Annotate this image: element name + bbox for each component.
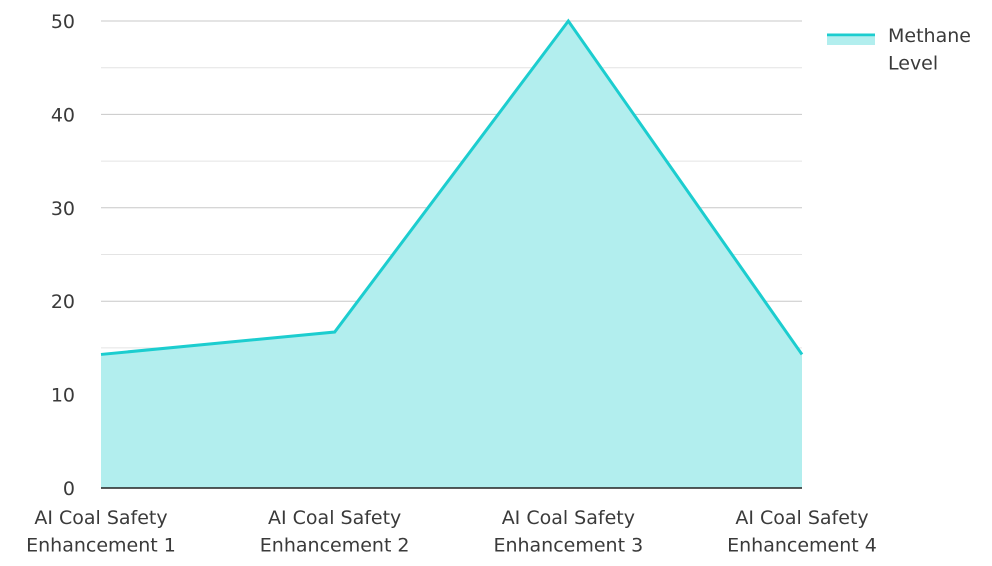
- x-tick-label: AI Coal Safety Enhancement 1: [26, 507, 176, 557]
- y-tick-label: 40: [51, 104, 75, 126]
- series-area-fill: [101, 21, 802, 488]
- series-line: [100, 18, 804, 356]
- y-tick-label: 30: [51, 198, 75, 220]
- legend: Methane Level: [827, 25, 971, 75]
- legend-swatch-fill: [827, 37, 875, 45]
- legend-label: Methane Level: [888, 25, 971, 75]
- series-area: [100, 18, 804, 488]
- y-tick-label: 10: [51, 385, 75, 407]
- x-tick-label: AI Coal Safety Enhancement 4: [727, 507, 877, 557]
- x-tick-label: AI Coal Safety Enhancement 3: [493, 507, 643, 557]
- y-tick-label: 0: [63, 478, 75, 500]
- y-tick-label: 50: [51, 11, 75, 33]
- y-tick-label: 20: [51, 291, 75, 313]
- axes: 0 10 20 30 40 50 AI Coal Safety Enhancement 1 AI…: [26, 11, 877, 557]
- x-tick-label: AI Coal Safety Enhancement 2: [260, 507, 410, 557]
